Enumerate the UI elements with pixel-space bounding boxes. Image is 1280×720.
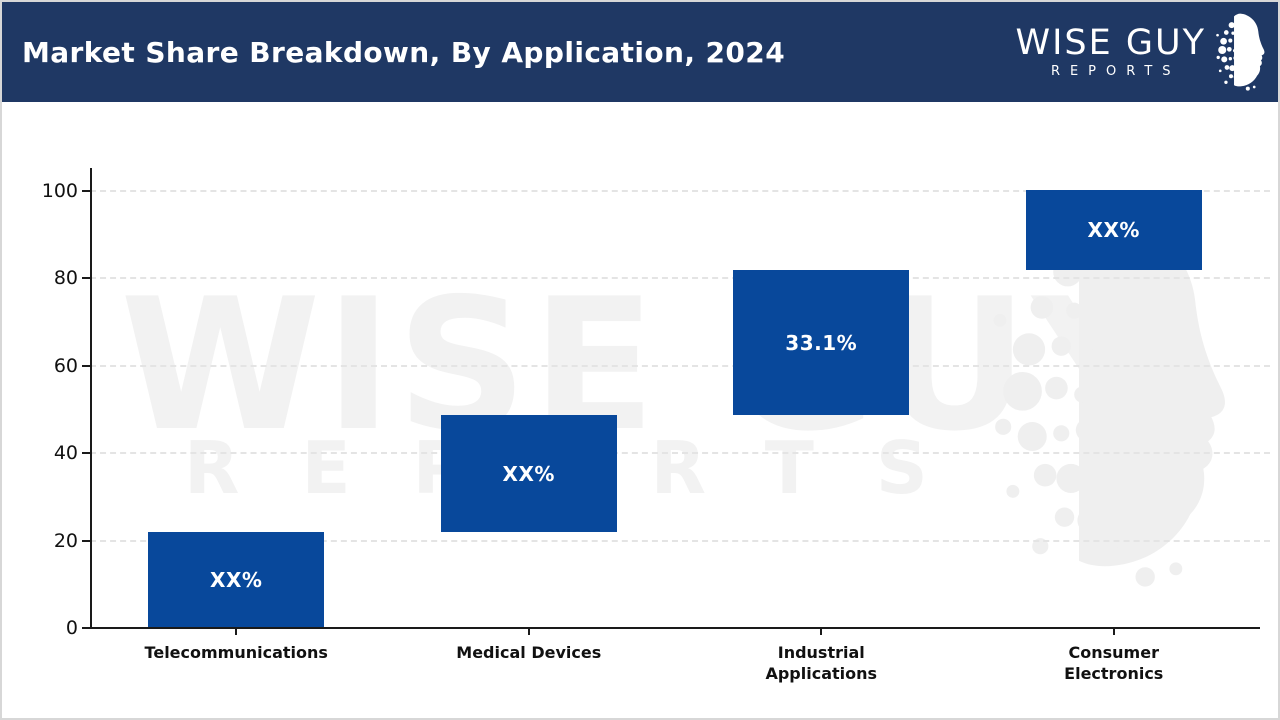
wiseguy-logo: WISE GUY REPORTS [1015,10,1268,94]
x-tick-mark [1112,629,1115,635]
bar-value-label: XX% [502,461,555,486]
y-tick-label: 100 [41,180,78,202]
y-gridline [90,364,1270,367]
y-gridline [90,277,1270,280]
bar: XX% [440,415,617,533]
bar: 33.1% [733,270,910,416]
y-tick-label: 40 [53,442,78,465]
x-category-label: Medical Devices [456,643,602,662]
y-tick-label: 80 [53,267,78,290]
x-tick-mark [820,629,823,635]
y-tick-label: 60 [53,354,78,377]
page-title: Market Share Breakdown, By Application, … [22,35,786,69]
logo-text: WISE GUY REPORTS [1015,22,1206,79]
bar: XX% [148,532,325,627]
y-tick-mark [82,627,90,629]
logo-reports-text: REPORTS [1050,63,1181,79]
logo-wise-guy-text: WISE GUY [1015,22,1206,63]
y-gridline [90,452,1270,455]
y-axis-line [90,168,92,629]
x-tick-mark [235,629,238,635]
logo-face-icon [1216,13,1265,91]
y-tick-mark [82,190,90,192]
y-tick-label: 0 [65,617,78,639]
bar: XX% [1025,190,1202,271]
y-gridline [90,539,1270,542]
x-category-label: Telecommunications [144,643,328,662]
y-tick-mark [82,452,90,455]
x-category-label: Consumer Electronics [1064,643,1164,683]
bar-value-label: XX% [1087,218,1140,243]
y-tick-label: 20 [53,529,78,552]
y-tick-mark [82,277,90,280]
x-tick-mark [527,629,530,635]
x-category-label: Industrial Applications [765,643,878,683]
header: Market Share Breakdown, By Application, … [2,2,1278,102]
y-gridline [90,190,1270,192]
y-tick-mark [82,364,90,367]
bar-value-label: 33.1% [785,330,858,355]
bar-value-label: XX% [210,567,263,592]
y-tick-mark [82,539,90,542]
x-axis-line [90,627,1260,629]
